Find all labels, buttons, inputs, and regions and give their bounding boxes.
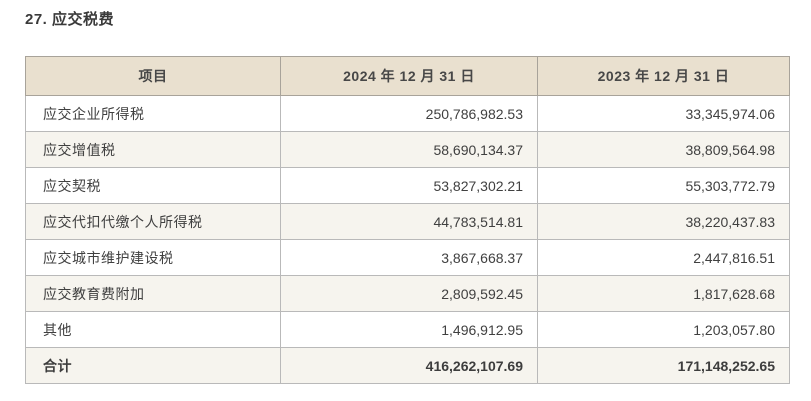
row-value-2023: 38,809,564.98	[537, 131, 790, 168]
row-value-2024: 53,827,302.21	[280, 167, 538, 204]
row-value-2023: 1,203,057.80	[537, 311, 790, 348]
row-label: 应交契税	[25, 167, 281, 204]
row-value-2023: 2,447,816.51	[537, 239, 790, 276]
total-value-2024: 416,262,107.69	[280, 347, 538, 384]
row-value-2023: 33,345,974.06	[537, 95, 790, 132]
table-row: 应交契税 53,827,302.21 55,303,772.79	[25, 167, 790, 204]
row-value-2024: 2,809,592.45	[280, 275, 538, 312]
row-value-2023: 38,220,437.83	[537, 203, 790, 240]
row-value-2024: 58,690,134.37	[280, 131, 538, 168]
section-title: 27. 应交税费	[25, 11, 115, 28]
row-label: 应交代扣代缴个人所得税	[25, 203, 281, 240]
table-row: 应交企业所得税 250,786,982.53 33,345,974.06	[25, 95, 790, 132]
table-total-row: 合计 416,262,107.69 171,148,252.65	[25, 347, 790, 384]
table-row: 应交增值税 58,690,134.37 38,809,564.98	[25, 131, 790, 168]
row-label: 其他	[25, 311, 281, 348]
row-label: 应交企业所得税	[25, 95, 281, 132]
table-row: 应交城市维护建设税 3,867,668.37 2,447,816.51	[25, 239, 790, 276]
row-value-2024: 250,786,982.53	[280, 95, 538, 132]
table-row: 其他 1,496,912.95 1,203,057.80	[25, 311, 790, 348]
row-label: 应交增值税	[25, 131, 281, 168]
taxes-payable-table: 项目 2024 年 12 月 31 日 2023 年 12 月 31 日 应交企…	[25, 56, 790, 384]
row-label: 应交城市维护建设税	[25, 239, 281, 276]
row-value-2024: 3,867,668.37	[280, 239, 538, 276]
header-item-column: 项目	[25, 56, 281, 96]
table-header-row: 项目 2024 年 12 月 31 日 2023 年 12 月 31 日	[25, 56, 790, 96]
row-value-2023: 1,817,628.68	[537, 275, 790, 312]
table-row: 应交教育费附加 2,809,592.45 1,817,628.68	[25, 275, 790, 312]
header-2023-column: 2023 年 12 月 31 日	[537, 56, 790, 96]
row-label: 应交教育费附加	[25, 275, 281, 312]
total-value-2023: 171,148,252.65	[537, 347, 790, 384]
table-row: 应交代扣代缴个人所得税 44,783,514.81 38,220,437.83	[25, 203, 790, 240]
header-2024-column: 2024 年 12 月 31 日	[280, 56, 538, 96]
row-value-2023: 55,303,772.79	[537, 167, 790, 204]
row-value-2024: 44,783,514.81	[280, 203, 538, 240]
row-value-2024: 1,496,912.95	[280, 311, 538, 348]
total-label: 合计	[25, 347, 281, 384]
